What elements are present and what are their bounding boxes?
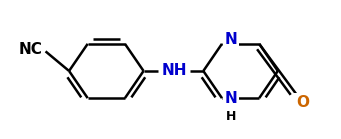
Text: H: H <box>226 110 236 123</box>
Text: NH: NH <box>161 64 187 79</box>
Text: O: O <box>296 95 309 110</box>
Text: N: N <box>224 91 237 106</box>
Text: NC: NC <box>19 42 43 57</box>
Text: N: N <box>224 32 237 47</box>
